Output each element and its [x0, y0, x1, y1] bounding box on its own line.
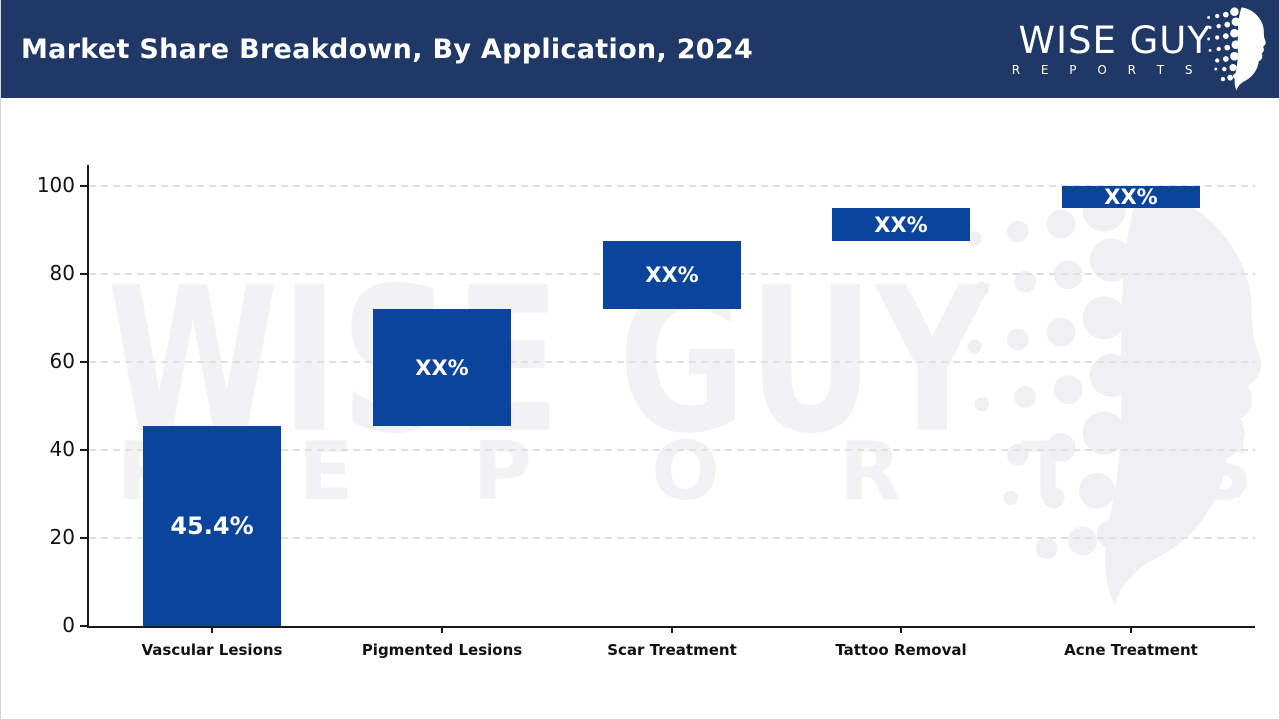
y-axis-tick [80, 361, 88, 363]
bar-value-label: 45.4% [170, 512, 254, 541]
bar-value-label: XX% [1104, 185, 1158, 209]
y-axis-tick [80, 273, 88, 275]
logo-name: WISE GUY [1018, 18, 1211, 62]
x-tick-label: Tattoo Removal [835, 641, 967, 659]
gridline [89, 185, 1255, 187]
y-tick-label: 100 [36, 173, 75, 197]
bar-value-label: XX% [415, 355, 469, 380]
y-tick-label: 80 [49, 261, 75, 285]
y-axis-line [87, 165, 89, 628]
x-tick-label: Pigmented Lesions [361, 641, 523, 659]
y-axis-tick [80, 185, 88, 187]
x-axis-tick [211, 626, 213, 633]
gridline [89, 361, 1255, 363]
x-axis-tick [441, 626, 443, 633]
gridline [89, 449, 1255, 451]
bar-value-label: XX% [645, 263, 699, 288]
gridline [89, 537, 1255, 539]
y-axis-tick [80, 625, 88, 627]
y-tick-label: 60 [49, 349, 75, 373]
logo-text: WISE GUY R E P O R T S [1012, 22, 1211, 77]
watermark-face-icon [967, 188, 1262, 606]
wise-guy-logo: WISE GUY R E P O R T S [1012, 4, 1269, 94]
x-axis-tick [671, 626, 673, 633]
y-tick-label: 0 [62, 613, 75, 637]
x-axis-tick [900, 626, 902, 633]
chart-title: Market Share Breakdown, By Application, … [21, 33, 754, 65]
bar-segment: XX% [603, 241, 741, 310]
x-axis-tick [1130, 626, 1132, 633]
y-tick-label: 20 [49, 525, 75, 549]
bar-value-label: XX% [874, 212, 928, 237]
bar-segment: XX% [373, 309, 511, 427]
y-tick-label: 40 [49, 437, 75, 461]
bar-segment: XX% [832, 208, 970, 241]
logo-subtitle: R E P O R T S [1011, 62, 1201, 77]
x-tick-label: Acne Treatment [1064, 641, 1198, 659]
header-bar: Market Share Breakdown, By Application, … [1, 0, 1279, 98]
bar-segment: 45.4% [143, 426, 281, 626]
bar-segment: XX% [1062, 185, 1200, 209]
x-tick-label: Vascular Lesions [141, 641, 283, 659]
y-axis-tick [80, 449, 88, 451]
y-axis-tick [80, 537, 88, 539]
x-tick-label: Scar Treatment [607, 641, 737, 659]
